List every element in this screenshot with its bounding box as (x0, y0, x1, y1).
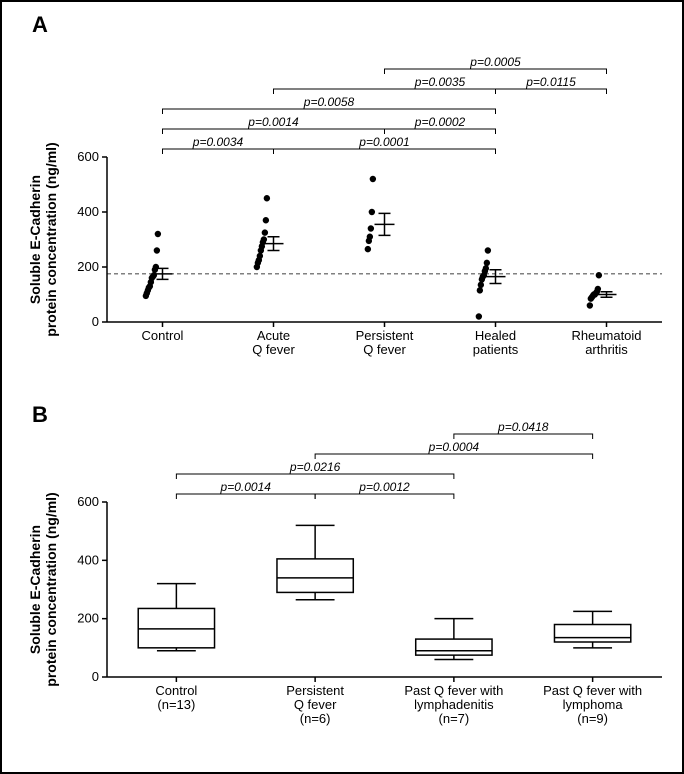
svg-text:protein concentration (ng/ml): protein concentration (ng/ml) (43, 492, 59, 686)
svg-text:p=0.0115: p=0.0115 (525, 75, 576, 89)
svg-text:Rheumatoid: Rheumatoid (571, 328, 641, 343)
svg-text:Q fever: Q fever (294, 697, 337, 712)
svg-text:Control: Control (142, 328, 184, 343)
svg-text:400: 400 (77, 204, 99, 219)
svg-text:Soluble E-Cadherin: Soluble E-Cadherin (27, 175, 43, 304)
svg-text:Control: Control (155, 683, 197, 698)
svg-text:p=0.0216: p=0.0216 (289, 460, 341, 474)
svg-text:p=0.0012: p=0.0012 (358, 480, 410, 494)
svg-text:0: 0 (92, 314, 99, 329)
svg-text:200: 200 (77, 611, 99, 626)
svg-text:(n=6): (n=6) (300, 711, 331, 726)
svg-text:400: 400 (77, 552, 99, 567)
panel-b-label: B (32, 402, 48, 428)
svg-text:arthritis: arthritis (585, 342, 628, 357)
panel-a-label: A (32, 12, 48, 38)
svg-text:p=0.0001: p=0.0001 (358, 135, 409, 149)
svg-text:Persistent: Persistent (356, 328, 414, 343)
svg-text:(n=7): (n=7) (439, 711, 470, 726)
svg-text:p=0.0014: p=0.0014 (220, 480, 272, 494)
svg-text:p=0.0004: p=0.0004 (428, 440, 480, 454)
svg-text:p=0.0002: p=0.0002 (414, 115, 466, 129)
panel-a: A 0 200 400 600 Soluble E-Cadherinprotein co… (12, 12, 672, 382)
svg-text:0: 0 (92, 669, 99, 684)
svg-text:600: 600 (77, 149, 99, 164)
panel-b: B 0 200 400 600 Soluble E-Cadherinprotein co… (12, 402, 672, 752)
svg-text:Q fever: Q fever (252, 342, 295, 357)
svg-text:p=0.0035: p=0.0035 (414, 75, 466, 89)
svg-text:protein concentration (ng/ml): protein concentration (ng/ml) (43, 142, 59, 336)
svg-text:p=0.0058: p=0.0058 (303, 95, 355, 109)
svg-text:Past Q fever with: Past Q fever with (404, 683, 503, 698)
svg-text:200: 200 (77, 259, 99, 274)
svg-text:Acute: Acute (257, 328, 290, 343)
panel-b-svg: 0 200 400 600 Soluble E-Cadherinprotein conc… (12, 402, 672, 752)
svg-text:(n=13): (n=13) (157, 697, 195, 712)
svg-text:p=0.0418: p=0.0418 (497, 420, 549, 434)
figure-container: A 0200400600Soluble E-Cadherinprotein co… (0, 0, 684, 774)
svg-text:lymphoma: lymphoma (563, 697, 624, 712)
panel-a-svg: 0 200 400 600 Soluble E-Cadherinprotein conc… (12, 12, 672, 382)
svg-text:Soluble E-Cadherin: Soluble E-Cadherin (27, 525, 43, 654)
svg-text:Persistent: Persistent (286, 683, 344, 698)
svg-text:Past Q fever with: Past Q fever with (543, 683, 642, 698)
svg-text:Q fever: Q fever (363, 342, 406, 357)
svg-text:Healed: Healed (475, 328, 516, 343)
svg-text:p=0.0005: p=0.0005 (469, 55, 521, 69)
svg-text:p=0.0014: p=0.0014 (247, 115, 299, 129)
svg-text:lymphadenitis: lymphadenitis (414, 697, 494, 712)
svg-text:(n=9): (n=9) (577, 711, 608, 726)
svg-text:patients: patients (473, 342, 519, 357)
svg-text:p=0.0034: p=0.0034 (192, 135, 244, 149)
svg-text:600: 600 (77, 494, 99, 509)
